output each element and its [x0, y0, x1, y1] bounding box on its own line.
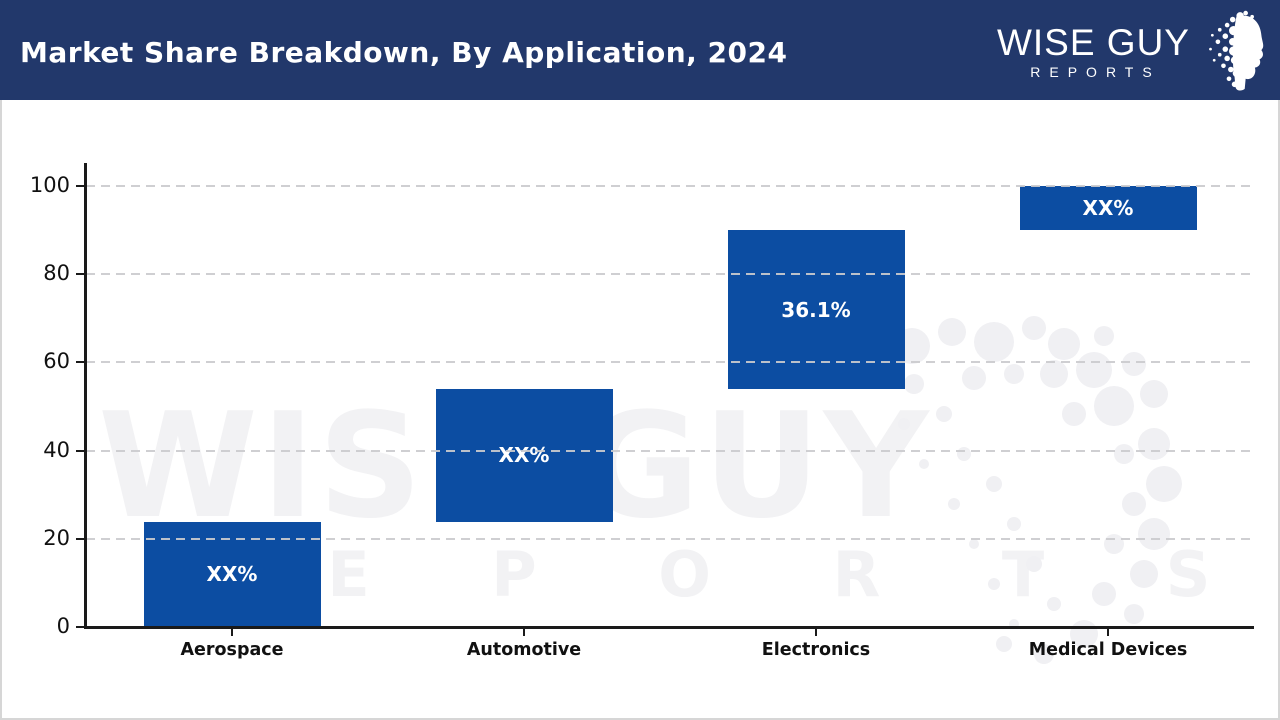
- bar-value-label: XX%: [206, 562, 258, 587]
- y-tick-label-60: 60: [43, 349, 70, 374]
- x-category-label: Medical Devices: [1028, 640, 1188, 660]
- x-tick-1: [523, 628, 525, 636]
- x-tick-3: [1107, 628, 1109, 636]
- logo-text: WISE GUY REPORTS: [996, 21, 1190, 80]
- bar-value-label: XX%: [1082, 196, 1134, 221]
- header-band: Market Share Breakdown, By Application, …: [0, 0, 1280, 100]
- y-tick-60: [76, 361, 84, 364]
- gridline-100: [86, 185, 1254, 187]
- y-tick-100: [76, 185, 84, 187]
- page-border-right: [1278, 100, 1280, 720]
- watermark-subtitle: R E P O R T S: [158, 538, 1261, 611]
- x-tick-0: [231, 628, 233, 636]
- bar-value-label: XX%: [498, 443, 550, 468]
- y-tick-20: [76, 537, 84, 540]
- gridline-80: [86, 273, 1254, 276]
- y-tick-0: [76, 626, 84, 628]
- chart-area: WISE GUY R E P O R T S 0 20 40 60 80 100 XX% Ae…: [0, 100, 1280, 720]
- x-category-label: Electronics: [761, 640, 871, 660]
- chart-title: Market Share Breakdown, By Application, …: [20, 36, 788, 69]
- dotted-head-icon: [1209, 10, 1264, 91]
- page-border-left: [0, 100, 2, 720]
- bar-electronics: 36.1%: [727, 230, 905, 390]
- gridline-60: [86, 361, 1254, 364]
- logo-subtitle: REPORTS: [1030, 63, 1161, 80]
- bar-medical-devices: XX%: [1019, 186, 1197, 231]
- y-tick-40: [76, 449, 84, 452]
- x-category-label: Aerospace: [180, 640, 284, 660]
- y-tick-label-100: 100: [29, 173, 70, 197]
- x-category-label: Automotive: [466, 640, 582, 660]
- y-tick-label-40: 40: [43, 437, 70, 462]
- x-axis-line: [84, 626, 1254, 629]
- page-border-bottom: [0, 718, 1280, 720]
- y-tick-label-20: 20: [43, 525, 70, 550]
- bar-automotive: XX%: [435, 389, 613, 522]
- x-tick-2: [815, 628, 817, 636]
- wise-guy-reports-logo: WISE GUY REPORTS: [997, 8, 1266, 94]
- logo-wordmark: WISE GUY: [996, 21, 1190, 63]
- gridline-40: [86, 449, 1254, 452]
- y-tick-80: [76, 273, 84, 276]
- y-tick-label-80: 80: [43, 261, 70, 286]
- gridline-20: [86, 537, 1254, 540]
- y-tick-label-0: 0: [56, 614, 70, 638]
- bar-value-label: 36.1%: [781, 297, 851, 322]
- watermark-dotted-head-icon: [876, 316, 1182, 664]
- y-axis-line: [84, 163, 87, 629]
